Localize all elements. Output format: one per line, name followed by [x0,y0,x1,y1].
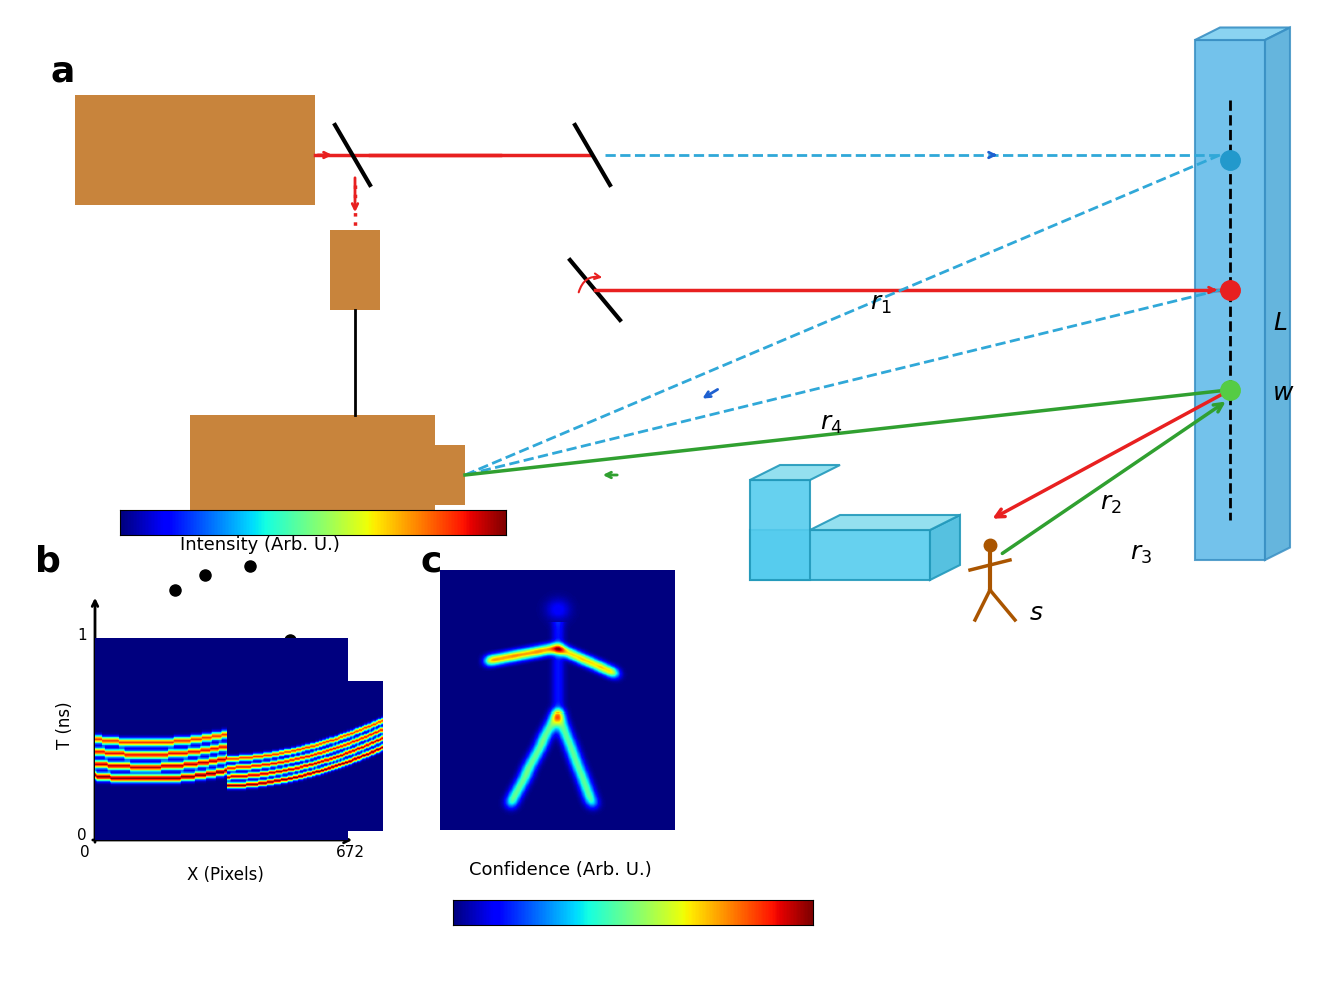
Text: 0: 0 [80,845,91,860]
Text: $r_1$: $r_1$ [870,292,892,316]
Polygon shape [810,515,960,530]
Polygon shape [750,465,840,480]
Text: X (Pixels): X (Pixels) [186,866,264,884]
Text: w: w [1273,381,1293,405]
Text: T (ns): T (ns) [56,701,75,749]
Polygon shape [1195,40,1265,560]
Polygon shape [930,515,960,580]
Text: Intensity (Arb. U.): Intensity (Arb. U.) [180,536,340,554]
Polygon shape [750,530,930,580]
FancyBboxPatch shape [75,95,314,205]
Polygon shape [750,480,810,580]
Text: $r_2$: $r_2$ [1100,492,1122,516]
Text: 0: 0 [77,828,87,842]
Polygon shape [1265,27,1289,560]
Text: L: L [1273,311,1287,335]
Text: c: c [420,545,441,579]
Text: s: s [1030,601,1043,625]
FancyBboxPatch shape [330,230,380,310]
Polygon shape [1195,27,1289,40]
Text: a: a [51,55,75,89]
Text: 1: 1 [77,628,87,643]
Text: Confidence (Arb. U.): Confidence (Arb. U.) [469,861,651,879]
Text: $r_3$: $r_3$ [1130,542,1152,566]
Text: 672: 672 [336,845,365,860]
Text: b: b [35,545,61,579]
FancyBboxPatch shape [436,445,465,505]
FancyBboxPatch shape [190,415,436,535]
Text: $r_4$: $r_4$ [821,412,842,436]
